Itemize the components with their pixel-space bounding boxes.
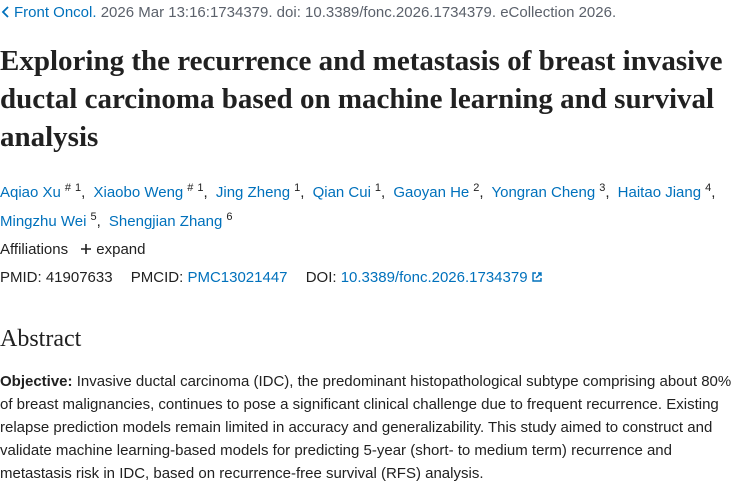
doi-link[interactable]: 10.3389/fonc.2026.1734379: [340, 269, 528, 286]
back-chevron[interactable]: [0, 5, 10, 19]
author: Xiaobo Weng #1: [93, 182, 211, 201]
pmcid-label: PMCID:: [130, 269, 184, 286]
author: Aqiao Xu #1: [0, 182, 89, 201]
author-name[interactable]: Qian Cui: [312, 184, 371, 201]
affiliation-number[interactable]: 4: [705, 182, 712, 194]
affiliation-number[interactable]: 1: [294, 182, 301, 194]
author-name[interactable]: Aqiao Xu: [0, 184, 61, 201]
pmid-label: PMID:: [0, 269, 42, 286]
author-name[interactable]: Mingzhu Wei: [0, 213, 87, 230]
author-name[interactable]: Haitao Jiang: [617, 184, 702, 201]
citation-details: 2026 Mar 13:16:1734379. doi: 10.3389/fon…: [100, 4, 617, 21]
affiliation-number[interactable]: 1: [197, 182, 204, 194]
doi-label: DOI:: [305, 269, 337, 286]
external-link-icon: [531, 272, 542, 282]
author-name[interactable]: Gaoyan He: [393, 184, 470, 201]
author: Qian Cui 1: [312, 182, 390, 201]
equal-contribution: #: [64, 182, 72, 194]
abstract-paragraph: Objective: Invasive ductal carcinoma (ID…: [0, 370, 740, 485]
expand-text: expand: [96, 241, 146, 258]
affiliation-number[interactable]: 6: [226, 211, 233, 223]
identifiers: PMID: 41907633 PMCID: PMC13021447 DOI: 1…: [0, 269, 557, 286]
citation: Front Oncol. 2026 Mar 13:16:1734379. doi…: [0, 4, 616, 21]
author: Jing Zheng 1: [215, 182, 309, 201]
abstract-heading: Abstract: [0, 326, 82, 352]
author: Mingzhu Wei 5: [0, 211, 105, 230]
affiliation-number[interactable]: 1: [374, 182, 382, 194]
affiliations-label: Affiliations: [0, 241, 69, 258]
abstract-text: Invasive ductal carcinoma (IDC), the pre…: [0, 373, 732, 482]
author-name[interactable]: Jing Zheng: [215, 184, 291, 201]
plus-icon: [81, 244, 92, 254]
author: Gaoyan He 2: [393, 182, 487, 201]
author: Yongran Cheng 3: [491, 182, 613, 201]
author-name[interactable]: Xiaobo Weng: [93, 184, 184, 201]
article-title: Exploring the recurrence and metastasis …: [0, 45, 723, 153]
affiliations: Affiliations expand: [0, 241, 145, 258]
pmid: 41907633: [45, 269, 113, 286]
pmcid-link[interactable]: PMC13021447: [187, 269, 288, 286]
affiliation-number[interactable]: 2: [473, 182, 480, 194]
affiliation-number[interactable]: 3: [599, 182, 606, 194]
expand-toggle[interactable]: expand: [80, 241, 145, 258]
author: Haitao Jiang 4: [617, 182, 720, 201]
equal-contribution: #: [187, 182, 194, 194]
affiliation-number[interactable]: 1: [75, 182, 82, 194]
author-name[interactable]: Shengjian Zhang: [108, 213, 223, 230]
author-name[interactable]: Yongran Cheng: [491, 184, 596, 201]
journal-link[interactable]: Front Oncol.: [14, 4, 97, 21]
author: Shengjian Zhang 6: [108, 211, 233, 230]
affiliation-number[interactable]: 5: [90, 211, 97, 223]
section-label: Objective:: [0, 373, 73, 390]
